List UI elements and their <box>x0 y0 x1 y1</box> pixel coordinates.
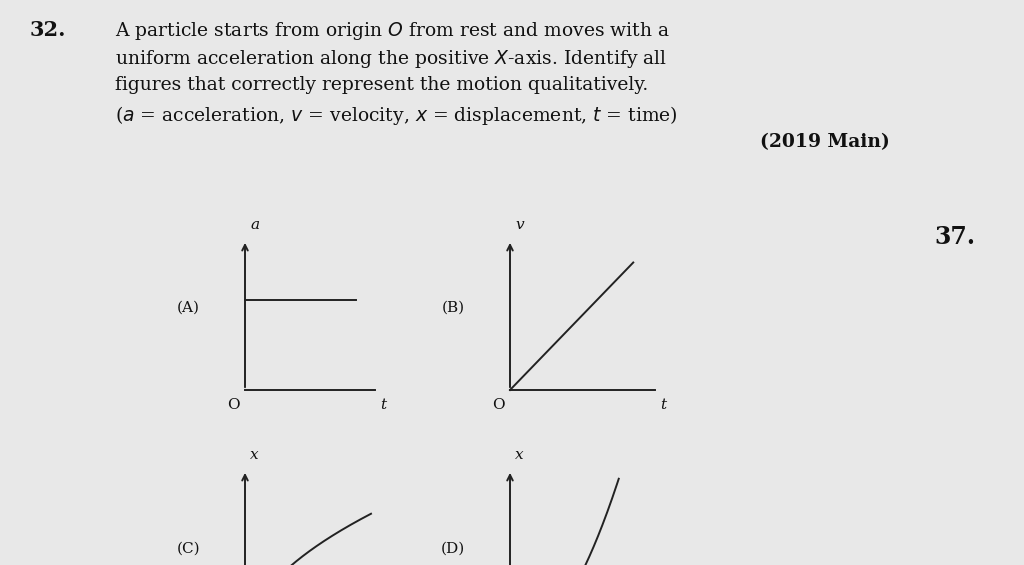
Text: x: x <box>250 448 259 462</box>
Text: 37.: 37. <box>934 225 975 249</box>
Text: O: O <box>493 398 505 412</box>
Text: t: t <box>660 398 667 412</box>
Text: uniform acceleration along the positive $X$-axis. Identify all: uniform acceleration along the positive … <box>115 48 668 70</box>
Text: O: O <box>227 398 240 412</box>
Text: figures that correctly represent the motion qualitatively.: figures that correctly represent the mot… <box>115 76 648 94</box>
Text: x: x <box>515 448 523 462</box>
Text: (2019 Main): (2019 Main) <box>760 133 890 151</box>
Text: 32.: 32. <box>30 20 67 40</box>
Text: A particle starts from origin $O$ from rest and moves with a: A particle starts from origin $O$ from r… <box>115 20 670 42</box>
Text: ($a$ = acceleration, $v$ = velocity, $x$ = displacement, $t$ = time): ($a$ = acceleration, $v$ = velocity, $x$… <box>115 104 678 127</box>
Text: a: a <box>250 218 259 232</box>
Text: (A): (A) <box>177 301 200 315</box>
Text: (D): (D) <box>440 542 465 556</box>
Text: v: v <box>515 218 523 232</box>
Text: t: t <box>380 398 386 412</box>
Text: (B): (B) <box>442 301 465 315</box>
Text: (C): (C) <box>176 542 200 556</box>
